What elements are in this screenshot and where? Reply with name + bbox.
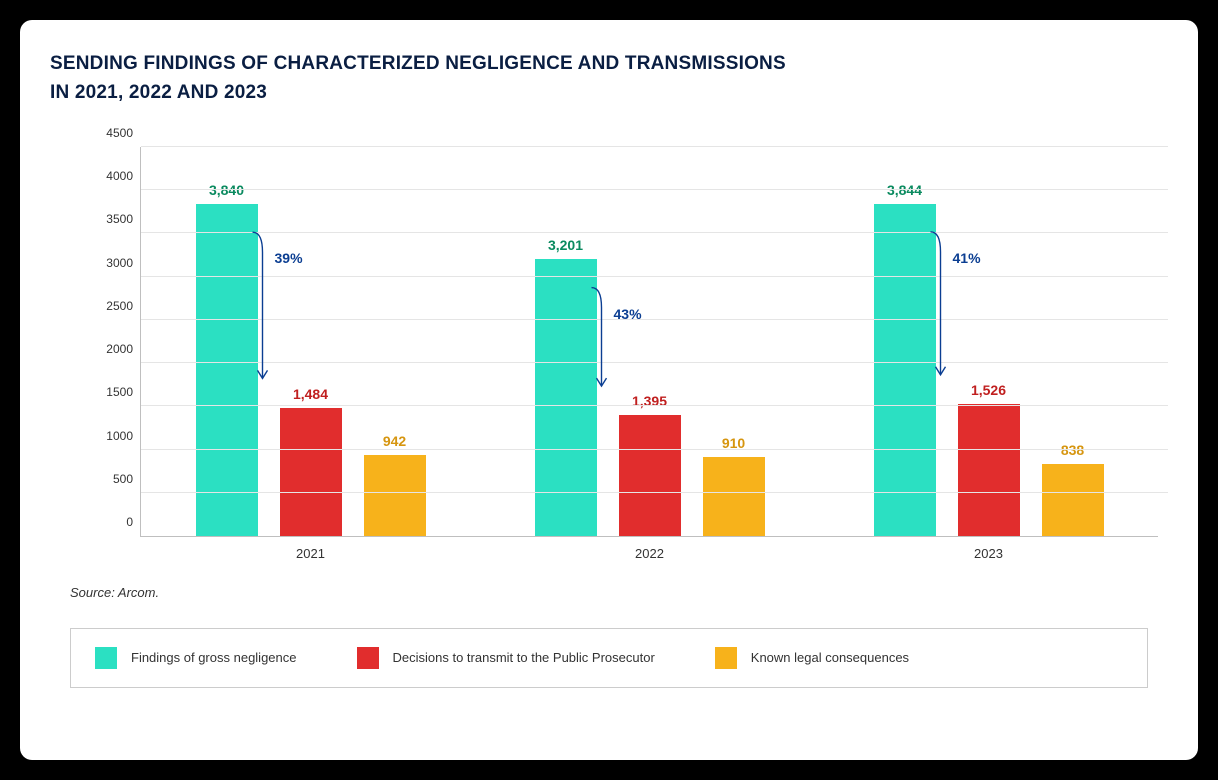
chart-title: SENDING FINDINGS OF CHARACTERIZED NEGLIG…	[50, 50, 1168, 107]
y-tick-label: 2500	[106, 299, 133, 313]
bar-decisions	[958, 404, 1020, 536]
gridline	[141, 146, 1168, 147]
gridline	[141, 362, 1168, 363]
legend-item: Findings of gross negligence	[95, 647, 297, 669]
title-line-1: SENDING FINDINGS OF CHARACTERIZED NEGLIG…	[50, 53, 786, 74]
legend-swatch	[95, 647, 117, 669]
gridline	[141, 449, 1168, 450]
bar-decisions	[280, 408, 342, 536]
bar-findings	[196, 204, 258, 536]
bar-value-label: 1,484	[293, 386, 328, 402]
gridline	[141, 492, 1168, 493]
bar-wrap: 1,395	[619, 147, 681, 536]
bar-wrap: 3,201	[535, 147, 597, 536]
source-text: Source: Arcom.	[70, 585, 1168, 600]
x-category-label: 2021	[141, 546, 480, 561]
bar-consequences	[703, 457, 765, 536]
bar-findings	[874, 204, 936, 536]
x-category-label: 2023	[819, 546, 1158, 561]
bar-decisions	[619, 415, 681, 536]
legend-label: Known legal consequences	[751, 650, 909, 667]
chart-area: 3,840 1,484 942 2021 3,201 1,395 910 2022 3,844 1…	[90, 147, 1158, 577]
title-line-2: IN 2021, 2022 AND 2023	[50, 82, 267, 103]
bar-findings	[535, 259, 597, 536]
bar-value-label: 942	[383, 433, 406, 449]
bar-wrap: 838	[1042, 147, 1104, 536]
bar-wrap: 910	[703, 147, 765, 536]
bar-wrap: 3,844	[874, 147, 936, 536]
gridline	[141, 276, 1168, 277]
legend-swatch	[715, 647, 737, 669]
legend-label: Decisions to transmit to the Public Pros…	[393, 650, 655, 667]
bars-container: 3,8401,48494220213,2011,39591020223,8441…	[141, 147, 1158, 536]
y-tick-label: 4000	[106, 169, 133, 183]
y-tick-label: 0	[126, 515, 133, 529]
plot-region: 3,8401,48494220213,2011,39591020223,8441…	[140, 147, 1158, 537]
bar-consequences	[1042, 464, 1104, 536]
legend-item: Decisions to transmit to the Public Pros…	[357, 647, 655, 669]
year-group: 3,2011,3959102022	[480, 147, 819, 536]
bar-consequences	[364, 455, 426, 536]
y-tick-label: 3000	[106, 256, 133, 270]
bar-value-label: 1,526	[971, 382, 1006, 398]
y-tick-label: 2000	[106, 342, 133, 356]
bar-wrap: 1,484	[280, 147, 342, 536]
y-tick-label: 3500	[106, 212, 133, 226]
x-category-label: 2022	[480, 546, 819, 561]
gridline	[141, 189, 1168, 190]
gridline	[141, 405, 1168, 406]
bar-value-label: 838	[1061, 442, 1084, 458]
gridline	[141, 319, 1168, 320]
bar-wrap: 942	[364, 147, 426, 536]
y-tick-label: 1500	[106, 385, 133, 399]
year-group: 3,8401,4849422021	[141, 147, 480, 536]
bar-wrap: 3,840	[196, 147, 258, 536]
y-tick-label: 500	[113, 472, 133, 486]
bar-value-label: 1,395	[632, 393, 667, 409]
gridline	[141, 232, 1168, 233]
legend: Findings of gross negligence Decisions to…	[70, 628, 1148, 688]
y-tick-label: 4500	[106, 126, 133, 140]
y-tick-label: 1000	[106, 429, 133, 443]
bar-wrap: 1,526	[958, 147, 1020, 536]
year-group: 3,8441,5268382023	[819, 147, 1158, 536]
chart-card: SENDING FINDINGS OF CHARACTERIZED NEGLIG…	[20, 20, 1198, 760]
legend-swatch	[357, 647, 379, 669]
bar-value-label: 3,201	[548, 237, 583, 253]
legend-label: Findings of gross negligence	[131, 650, 297, 667]
legend-item: Known legal consequences	[715, 647, 909, 669]
